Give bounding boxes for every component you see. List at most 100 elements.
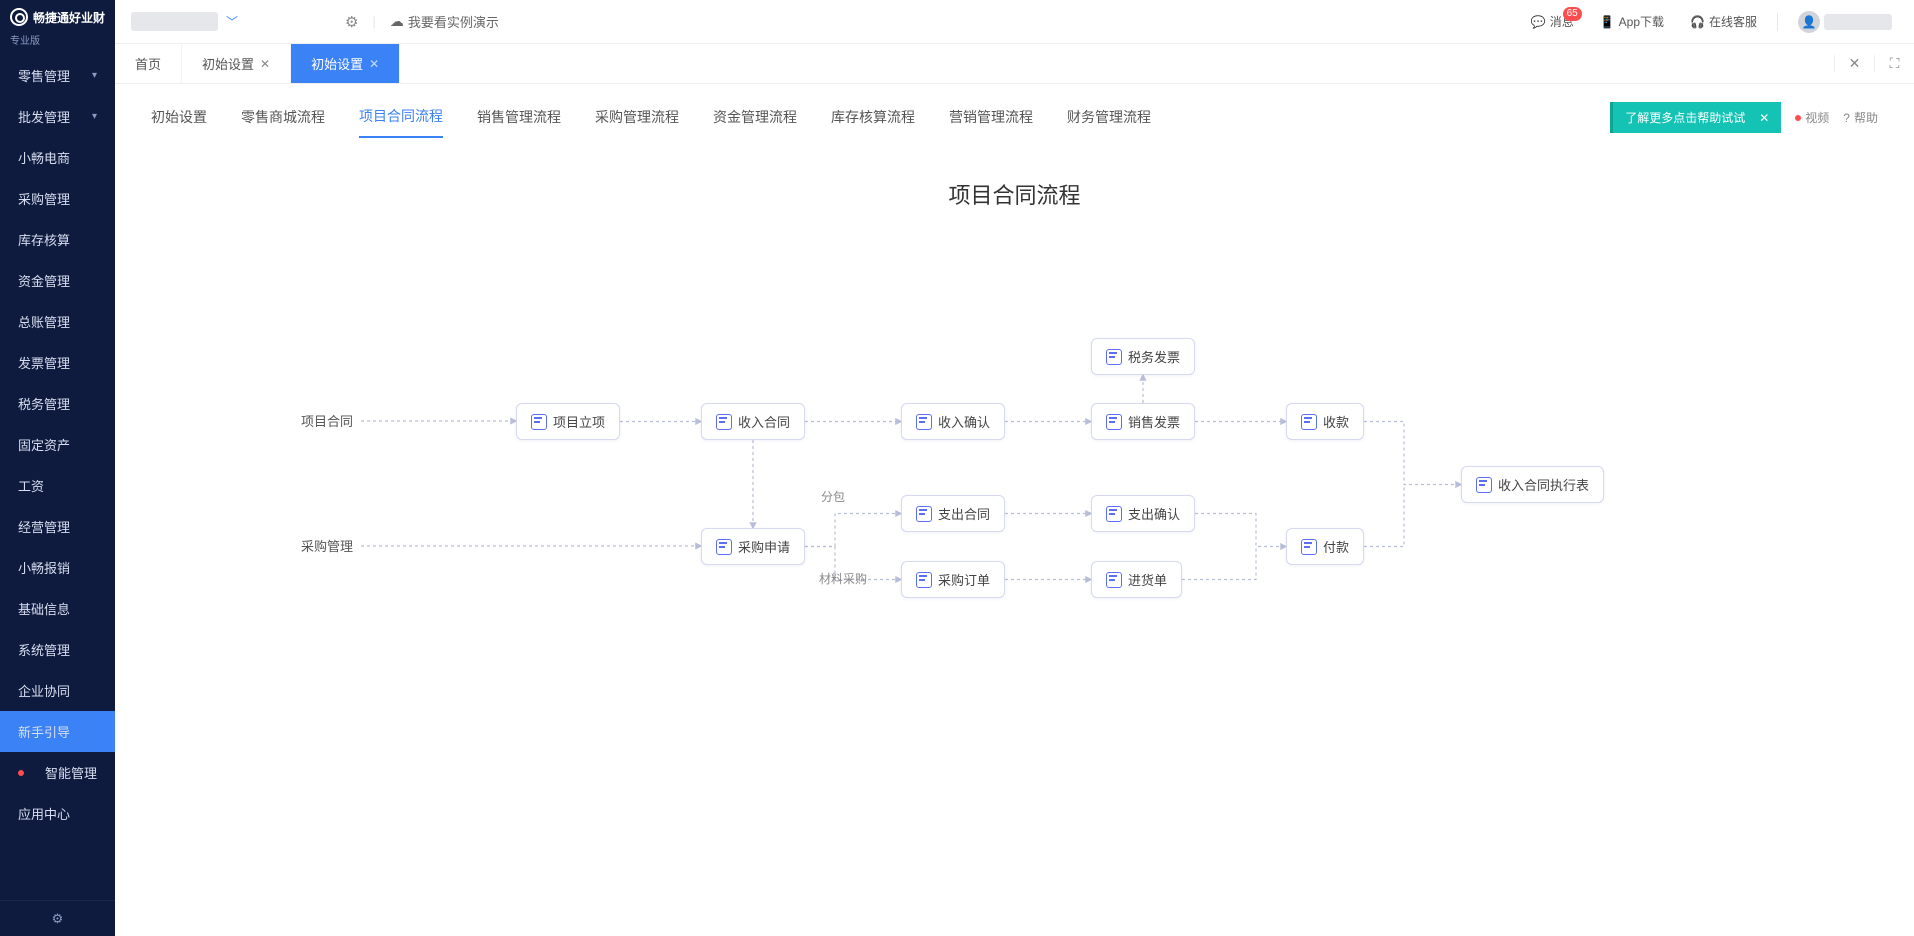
logo: 畅捷通好业财 — [0, 0, 115, 32]
sidebar: 畅捷通好业财 专业版 零售管理▾批发管理▾小畅电商采购管理库存核算资金管理总账管… — [0, 0, 115, 936]
close-icon[interactable]: ✕ — [260, 57, 270, 71]
help-link[interactable]: ? 帮助 — [1843, 109, 1878, 126]
sidebar-item-3[interactable]: 采购管理 — [0, 178, 115, 219]
help-icon: ? — [1843, 111, 1850, 125]
tab-2[interactable]: 初始设置✕ — [291, 44, 400, 83]
demo-link[interactable]: ☁ 我要看实例演示 — [390, 12, 499, 31]
phone-icon: 📱 — [1600, 15, 1615, 29]
flow-edges — [151, 168, 1851, 728]
flow-node-n_tax_invoice[interactable]: 税务发票 — [1091, 338, 1195, 375]
tab-0[interactable]: 首页 — [115, 44, 182, 83]
user-menu[interactable]: 👤 ——— — [1792, 11, 1898, 33]
subtabs: 初始设置 零售商城流程 项目合同流程 销售管理流程 采购管理流程 资金管理流程 库存核算流程… — [151, 106, 1878, 138]
sidebar-settings[interactable]: ⚙ — [0, 900, 115, 936]
flow-node-n_proj[interactable]: 项目立项 — [516, 403, 620, 440]
subtab-1[interactable]: 零售商城流程 — [241, 107, 325, 137]
sidebar-item-2[interactable]: 小畅电商 — [0, 137, 115, 178]
logo-icon — [10, 8, 28, 26]
flow-node-n_income_confirm[interactable]: 收入确认 — [901, 403, 1005, 440]
video-link[interactable]: 视频 — [1795, 109, 1829, 126]
flow-node-n_expense_contract[interactable]: 支出合同 — [901, 495, 1005, 532]
edge-label-cailiao: 材料采购 — [819, 570, 867, 587]
sidebar-item-15[interactable]: 企业协同 — [0, 670, 115, 711]
sidebar-item-18[interactable]: 应用中心 — [0, 793, 115, 834]
org-dropdown[interactable]: ——— ﹀ — [131, 12, 331, 31]
row-label-r1: 项目合同 — [301, 411, 353, 430]
flow-node-n_purchase_req[interactable]: 采购申请 — [701, 528, 805, 565]
logo-subtitle: 专业版 — [0, 32, 115, 55]
messages-badge: 65 — [1563, 7, 1582, 21]
chevron-down-icon: ﹀ — [226, 13, 238, 30]
sidebar-item-1[interactable]: 批发管理▾ — [0, 96, 115, 137]
sidebar-item-17[interactable]: 智能管理 — [0, 752, 115, 793]
flow-node-n_income_contract[interactable]: 收入合同 — [701, 403, 805, 440]
subtab-5[interactable]: 资金管理流程 — [713, 107, 797, 137]
app-download-button[interactable]: 📱 App下载 — [1594, 13, 1670, 30]
main: ——— ﹀ ⚙ | ☁ 我要看实例演示 💬 消息 65 📱 App下载 🎧 在线… — [115, 0, 1914, 936]
sidebar-item-7[interactable]: 发票管理 — [0, 342, 115, 383]
avatar-icon: 👤 — [1798, 11, 1820, 33]
document-icon — [531, 414, 547, 430]
sidebar-item-8[interactable]: 税务管理 — [0, 383, 115, 424]
sidebar-item-14[interactable]: 系统管理 — [0, 629, 115, 670]
document-icon — [716, 539, 732, 555]
help-banner[interactable]: 了解更多点击帮助试试 ✕ — [1610, 102, 1781, 133]
flow-node-n_purchase_order[interactable]: 采购订单 — [901, 561, 1005, 598]
expand-button[interactable]: ⛶ — [1874, 55, 1914, 72]
subtab-0[interactable]: 初始设置 — [151, 107, 207, 137]
messages-button[interactable]: 💬 消息 65 — [1525, 13, 1580, 30]
flowchart: 项目合同流程 项目立项收入合同收入确认销售发票税务发票收款收入合同执行表采购申请… — [151, 168, 1878, 788]
chat-icon: 💬 — [1531, 15, 1546, 29]
sidebar-item-9[interactable]: 固定资产 — [0, 424, 115, 465]
close-all-tabs-button[interactable]: ✕ — [1834, 55, 1874, 72]
row-label-r2: 采购管理 — [301, 536, 353, 555]
customer-service-button[interactable]: 🎧 在线客服 — [1684, 13, 1763, 30]
record-icon — [1795, 115, 1801, 121]
document-icon — [916, 572, 932, 588]
chevron-down-icon: ▾ — [92, 70, 97, 81]
document-icon — [1301, 414, 1317, 430]
sidebar-nav: 零售管理▾批发管理▾小畅电商采购管理库存核算资金管理总账管理发票管理税务管理固定… — [0, 55, 115, 900]
tabstrip: 首页初始设置✕初始设置✕ ✕ ⛶ — [115, 44, 1914, 84]
logo-text: 畅捷通好业财 — [33, 9, 105, 26]
flow-node-n_expense_confirm[interactable]: 支出确认 — [1091, 495, 1195, 532]
headset-icon: 🎧 — [1690, 15, 1705, 29]
sidebar-item-5[interactable]: 资金管理 — [0, 260, 115, 301]
cloud-icon: ☁ — [390, 13, 404, 30]
flow-node-n_receipt[interactable]: 收款 — [1286, 403, 1364, 440]
sidebar-item-10[interactable]: 工资 — [0, 465, 115, 506]
sidebar-item-0[interactable]: 零售管理▾ — [0, 55, 115, 96]
subtab-2[interactable]: 项目合同流程 — [359, 106, 443, 138]
tab-1[interactable]: 初始设置✕ — [182, 44, 291, 83]
document-icon — [916, 414, 932, 430]
document-icon — [1106, 506, 1122, 522]
topbar: ——— ﹀ ⚙ | ☁ 我要看实例演示 💬 消息 65 📱 App下载 🎧 在线… — [115, 0, 1914, 44]
close-icon[interactable]: ✕ — [1759, 111, 1769, 125]
close-icon[interactable]: ✕ — [369, 57, 379, 71]
subtab-6[interactable]: 库存核算流程 — [831, 107, 915, 137]
page-body: 初始设置 零售商城流程 项目合同流程 销售管理流程 采购管理流程 资金管理流程 库存核算流程… — [115, 84, 1914, 936]
document-icon — [916, 506, 932, 522]
settings-icon[interactable]: ⚙ — [345, 13, 358, 31]
sidebar-item-11[interactable]: 经营管理 — [0, 506, 115, 547]
subtab-8[interactable]: 财务管理流程 — [1067, 107, 1151, 137]
document-icon — [1106, 414, 1122, 430]
document-icon — [1301, 539, 1317, 555]
subtab-4[interactable]: 采购管理流程 — [595, 107, 679, 137]
flow-node-n_payment[interactable]: 付款 — [1286, 528, 1364, 565]
sidebar-item-12[interactable]: 小畅报销 — [0, 547, 115, 588]
flow-node-n_income_exec[interactable]: 收入合同执行表 — [1461, 466, 1604, 503]
document-icon — [1106, 349, 1122, 365]
document-icon — [716, 414, 732, 430]
document-icon — [1106, 572, 1122, 588]
chevron-down-icon: ▾ — [92, 111, 97, 122]
sidebar-item-6[interactable]: 总账管理 — [0, 301, 115, 342]
sidebar-item-16[interactable]: 新手引导 — [0, 711, 115, 752]
sidebar-item-13[interactable]: 基础信息 — [0, 588, 115, 629]
flow-node-n_sales_invoice[interactable]: 销售发票 — [1091, 403, 1195, 440]
subtab-7[interactable]: 营销管理流程 — [949, 107, 1033, 137]
subtab-3[interactable]: 销售管理流程 — [477, 107, 561, 137]
sidebar-item-4[interactable]: 库存核算 — [0, 219, 115, 260]
edge-label-fenbao: 分包 — [821, 488, 845, 505]
flow-node-n_goods_in[interactable]: 进货单 — [1091, 561, 1182, 598]
